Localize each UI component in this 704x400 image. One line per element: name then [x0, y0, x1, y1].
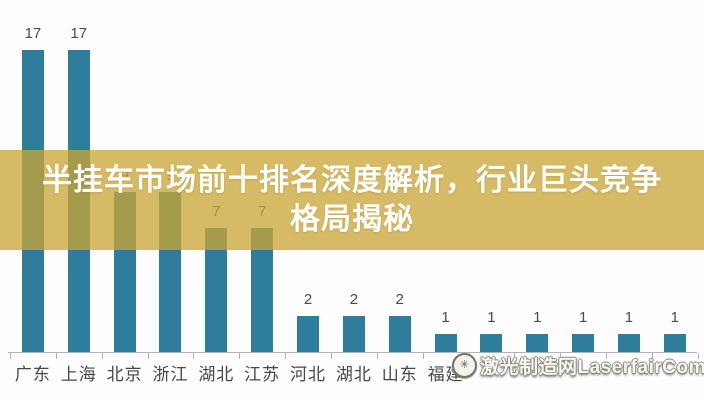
headline-line-1: 半挂车市场前十排名深度解析，行业巨头竞争	[42, 164, 662, 197]
x-axis-label: 江苏	[244, 365, 281, 384]
bar	[663, 334, 686, 352]
watermark: ✳ 激光制造网LaserfairCom	[452, 352, 704, 379]
x-axis-tick	[10, 353, 11, 359]
bar	[251, 228, 274, 352]
bar	[434, 334, 457, 352]
headline-line-2: 格局揭秘	[290, 203, 414, 236]
x-axis-tick	[560, 353, 562, 359]
x-axis-tick	[55, 353, 57, 359]
x-axis-tick	[376, 353, 378, 359]
x-axis-tick	[606, 353, 608, 359]
bar-value-label: 2	[395, 291, 404, 308]
bar	[297, 316, 320, 352]
bar	[572, 334, 595, 352]
bar	[526, 334, 549, 352]
bar-value-label: 17	[70, 25, 88, 42]
headline-banner: 半挂车市场前十排名深度解析，行业巨头竞争 格局揭秘	[0, 150, 704, 250]
bar	[205, 228, 228, 352]
watermark-text: 激光制造网LaserfairCom	[480, 357, 704, 378]
x-axis-tick	[514, 353, 516, 359]
x-axis-tick	[697, 353, 699, 359]
bar-value-label: 1	[533, 309, 542, 326]
x-axis-line	[8, 352, 697, 353]
x-axis-label: 广东	[14, 365, 51, 384]
bar	[388, 316, 411, 352]
x-axis-label: 湖北	[198, 365, 235, 384]
bar-value-label: 1	[624, 309, 634, 326]
x-axis-tick	[147, 353, 149, 359]
bar-value-label: 1	[670, 309, 679, 326]
bar	[480, 334, 503, 352]
x-axis-label: 湖北	[335, 365, 372, 384]
bar-value-label: 1	[578, 309, 588, 326]
bar-value-label: 1	[441, 309, 450, 326]
x-axis-tick	[651, 353, 653, 359]
bar-value-label: 17	[24, 25, 42, 42]
x-axis-tick	[101, 353, 103, 359]
x-axis-tick	[193, 353, 195, 359]
x-axis-tick	[239, 353, 241, 359]
x-axis-label: 河北	[290, 365, 327, 384]
x-axis-label: 浙江	[152, 365, 189, 384]
x-axis-label: 北京	[106, 365, 143, 384]
bar-value-label: 1	[487, 309, 496, 326]
x-axis-tick	[330, 353, 332, 359]
bar-value-label: 2	[349, 291, 359, 308]
x-axis-label: 山东	[381, 365, 418, 384]
bar-value-label: 2	[303, 291, 313, 308]
x-axis-tick	[285, 353, 287, 359]
bar	[342, 316, 365, 352]
bar	[617, 334, 640, 352]
laser-badge-icon: ✳	[452, 353, 477, 378]
x-axis-label: 上海	[60, 365, 97, 384]
x-axis-tick	[422, 353, 424, 359]
